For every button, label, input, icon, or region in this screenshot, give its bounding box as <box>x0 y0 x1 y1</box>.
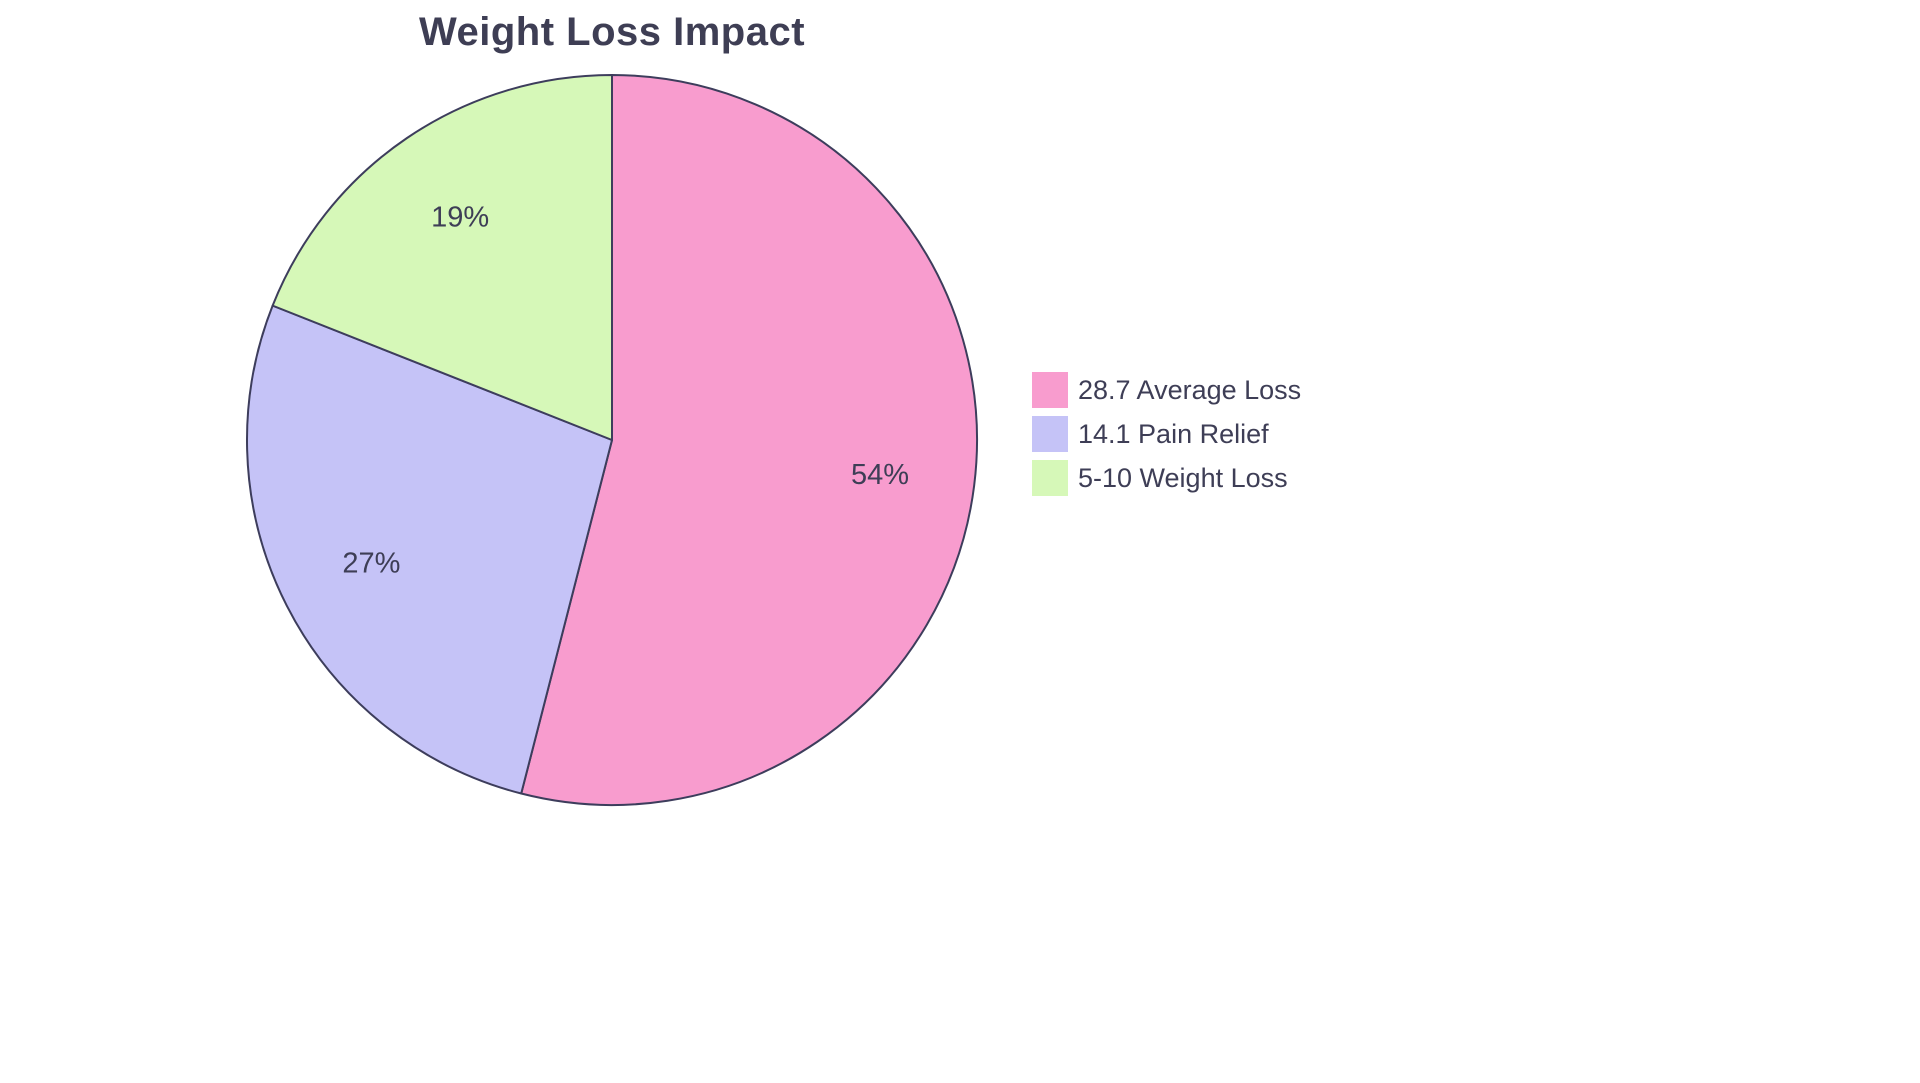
legend-label: 14.1 Pain Relief <box>1078 418 1269 449</box>
pie-slice-percent-label: 19% <box>431 202 489 234</box>
chart-title: Weight Loss Impact <box>418 10 806 54</box>
legend-swatch <box>1032 416 1068 452</box>
pie-slice <box>271 74 613 441</box>
legend-item[interactable]: 14.1 Pain Relief <box>1032 416 1301 452</box>
pie-slice-percent-label: 54% <box>851 459 909 491</box>
legend-swatch <box>1032 372 1068 408</box>
legend-item[interactable]: 5-10 Weight Loss <box>1032 460 1301 496</box>
legend-swatch <box>1032 460 1068 496</box>
legend-label: 5-10 Weight Loss <box>1078 462 1288 493</box>
pie-slice <box>520 74 979 806</box>
legend: 28.7 Average Loss 14.1 Pain Relief 5-10 … <box>1032 372 1301 496</box>
legend-label: 28.7 Average Loss <box>1078 374 1302 405</box>
pie-slice-percent-label: 27% <box>342 548 400 580</box>
pie-slice <box>246 304 613 795</box>
legend-item[interactable]: 28.7 Average Loss <box>1032 372 1301 408</box>
